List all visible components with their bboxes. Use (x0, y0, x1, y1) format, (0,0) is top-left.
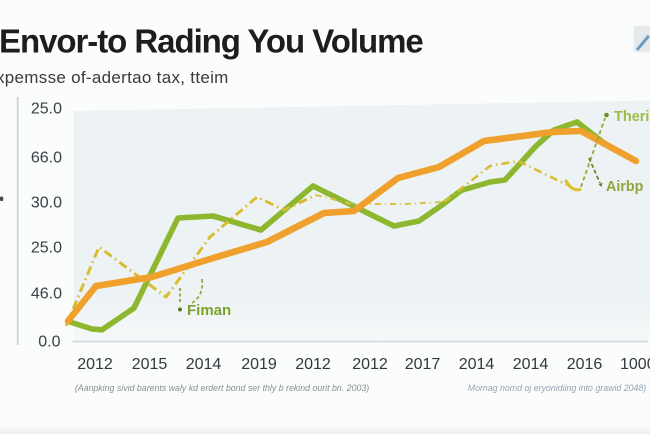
svg-text:0.0: 0.0 (38, 334, 60, 351)
svg-text:2019: 2019 (241, 356, 277, 373)
svg-text:2017: 2017 (405, 356, 441, 373)
svg-text:xpemsse of-adertao tax, tteim: xpemsse of-adertao tax, tteim (0, 68, 229, 87)
svg-text:2014: 2014 (513, 356, 549, 373)
svg-text:46.0: 46.0 (31, 286, 62, 303)
svg-text:2012: 2012 (352, 356, 388, 373)
svg-text:25.0: 25.0 (31, 240, 62, 257)
svg-text:2015: 2015 (132, 356, 168, 373)
svg-text:Theriq: Theriq (614, 109, 650, 125)
svg-text:1000: 1000 (620, 356, 650, 373)
svg-text:2012: 2012 (295, 356, 331, 373)
svg-text:2012: 2012 (77, 356, 113, 373)
svg-text:2014: 2014 (459, 356, 495, 373)
svg-text:(Aanpking sivid barents waly k: (Aanpking sivid barents waly kd erdert b… (75, 383, 369, 393)
svg-text:2016: 2016 (567, 356, 603, 373)
svg-text:Mornag nomd oj eryonidiing int: Mornag nomd oj eryonidiing into grawid 2… (468, 383, 647, 393)
svg-text:Envor-to Rading You Volume: Envor-to Rading You Volume (0, 23, 423, 60)
svg-text:30.0: 30.0 (31, 195, 62, 212)
svg-text:2014: 2014 (186, 356, 222, 373)
svg-text:66.0: 66.0 (31, 150, 62, 167)
svg-text:25.0: 25.0 (31, 101, 62, 118)
svg-text:Airbp: Airbp (606, 179, 644, 195)
svg-text:Fiman: Fiman (187, 302, 231, 319)
